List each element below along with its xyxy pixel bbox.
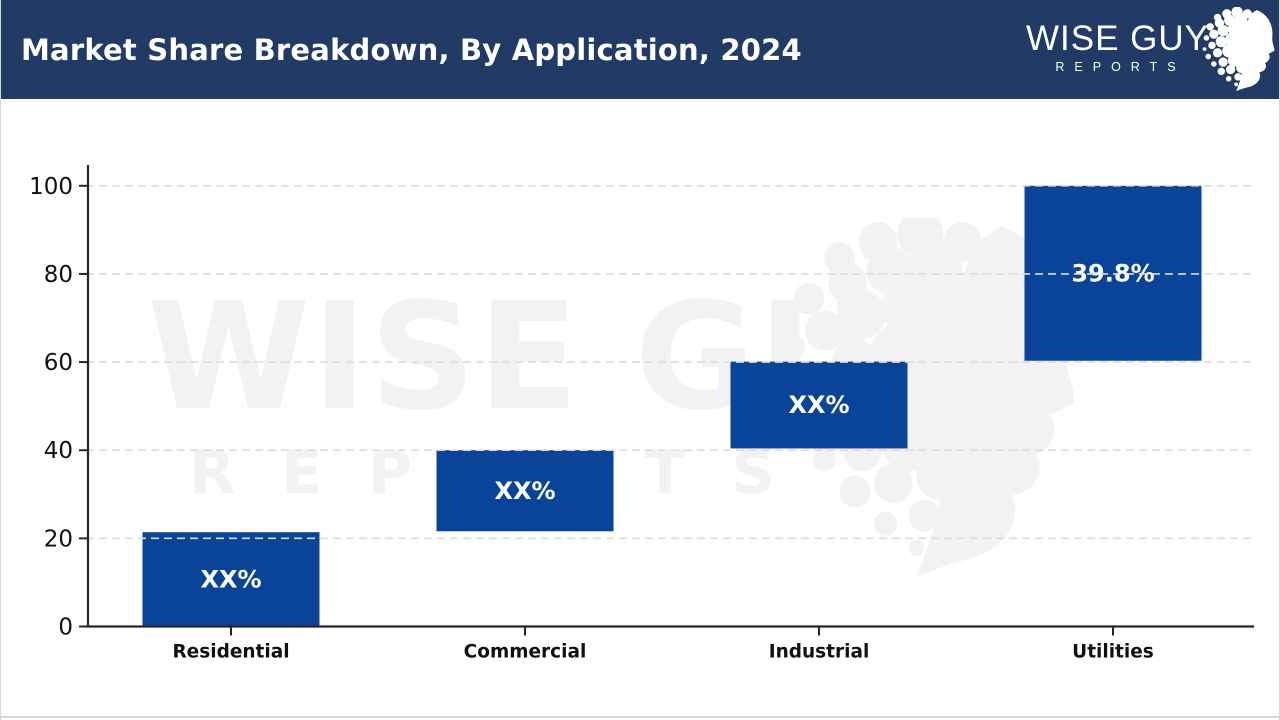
logo-head-icon bbox=[1202, 6, 1275, 91]
chart-title: Market Share Breakdown, By Application, … bbox=[21, 32, 802, 67]
head-dot bbox=[1227, 21, 1241, 35]
head-dot bbox=[1215, 35, 1227, 47]
header-bar: Market Share Breakdown, By Application, … bbox=[1, 0, 1279, 99]
head-dot bbox=[1218, 56, 1228, 67]
head-face-profile bbox=[1236, 9, 1275, 91]
head-dot bbox=[1234, 82, 1238, 86]
head-dot bbox=[1205, 53, 1212, 59]
head-dot bbox=[1225, 64, 1236, 74]
x-label-residential: Residential bbox=[172, 642, 289, 663]
y-tick-label-80: 80 bbox=[44, 262, 73, 288]
bar-value-label-commercial: XX% bbox=[494, 477, 555, 505]
bar-commercial bbox=[436, 450, 614, 532]
head-dot bbox=[1208, 41, 1216, 49]
head-dot bbox=[1203, 34, 1210, 41]
y-tick-label-60: 60 bbox=[44, 350, 73, 376]
y-tick-label-20: 20 bbox=[44, 526, 73, 552]
head-dot bbox=[1225, 75, 1232, 82]
wiseguy-logo: WISE GUY REPORTS bbox=[1026, 0, 1277, 99]
bottom-divider bbox=[1, 716, 1279, 718]
x-label-utilities: Utilities bbox=[1072, 642, 1154, 663]
logo-sub: REPORTS bbox=[1055, 60, 1186, 74]
head-dot bbox=[1217, 24, 1229, 36]
bar-value-label-industrial: XX% bbox=[788, 391, 849, 419]
y-tick-label-0: 0 bbox=[58, 615, 73, 641]
head-dot bbox=[1212, 47, 1223, 57]
logo-text: WISE GUY REPORTS bbox=[1026, 21, 1209, 74]
x-label-commercial: Commercial bbox=[464, 642, 587, 663]
bar-residential bbox=[142, 532, 320, 627]
head-dot bbox=[1227, 53, 1241, 67]
x-label-industrial: Industrial bbox=[769, 642, 870, 663]
head-dot bbox=[1211, 60, 1217, 67]
logo-name: WISE GUY bbox=[1025, 19, 1209, 58]
head-dot bbox=[1209, 29, 1219, 39]
y-tick-label-40: 40 bbox=[44, 438, 73, 464]
y-tick-label-100: 100 bbox=[29, 174, 73, 200]
head-dot bbox=[1234, 72, 1242, 81]
head-dot bbox=[1206, 22, 1214, 30]
head-dot bbox=[1202, 46, 1207, 51]
head-dot bbox=[1217, 67, 1225, 75]
bar-value-label-residential: XX% bbox=[200, 565, 261, 593]
